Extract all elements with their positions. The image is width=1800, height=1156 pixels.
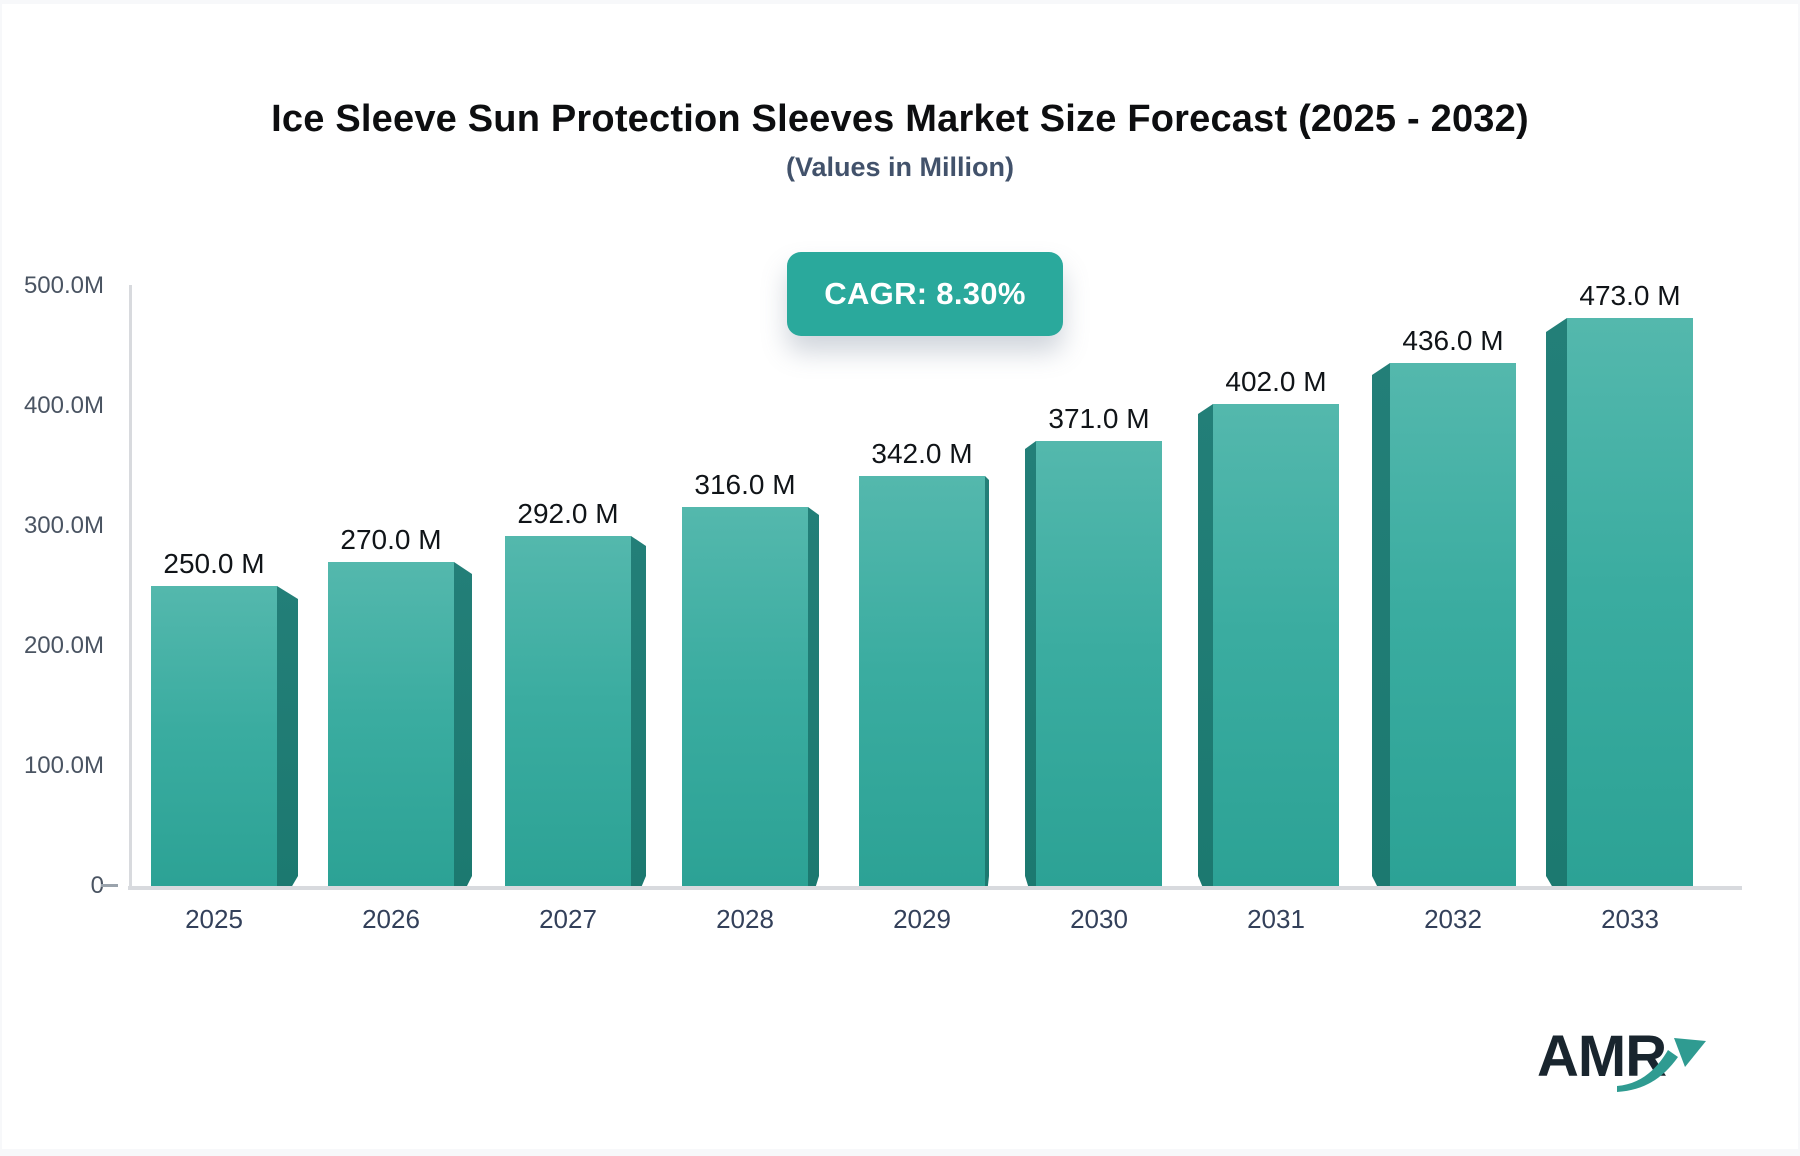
bar-front-face[interactable] — [682, 507, 808, 886]
bar-2027[interactable] — [505, 536, 646, 886]
bar-2030[interactable] — [1025, 441, 1162, 886]
amr-logo: AMR — [1537, 1028, 1717, 1108]
bar-side-face — [1372, 363, 1390, 886]
bar-front-face[interactable] — [1390, 363, 1516, 886]
bar-side-face — [985, 476, 989, 886]
y-axis-label: 500.0M — [23, 272, 104, 299]
bar-front-face[interactable] — [1036, 441, 1162, 886]
bar-2026[interactable] — [328, 562, 472, 886]
x-axis-label: 2030 — [1070, 904, 1128, 934]
bar-value-label: 402.0 M — [1225, 366, 1327, 397]
x-axis-line — [128, 886, 1742, 890]
y-axis-line — [129, 285, 132, 890]
chart-title: Ice Sleeve Sun Protection Sleeves Market… — [271, 98, 1529, 140]
x-axis-label: 2025 — [185, 904, 243, 934]
x-axis-label: 2028 — [716, 904, 774, 934]
bar-2028[interactable] — [682, 507, 819, 886]
bar-value-label: 473.0 M — [1579, 280, 1681, 311]
bar-front-face[interactable] — [151, 586, 277, 886]
bar-value-label: 250.0 M — [163, 548, 265, 579]
growth-arrow-icon — [1617, 1038, 1706, 1092]
bar-side-face — [454, 562, 472, 886]
y-axis-label: 0 — [90, 872, 104, 899]
y-axis-label: 300.0M — [23, 512, 104, 539]
chart-subtitle: (Values in Million) — [785, 152, 1015, 182]
y-axis-zero-tick — [101, 884, 118, 887]
bar-side-face — [277, 586, 298, 886]
y-axis-label: 200.0M — [23, 632, 104, 659]
bar-2032[interactable] — [1372, 363, 1516, 886]
x-axis-label: 2031 — [1247, 904, 1305, 934]
bar-value-label: 292.0 M — [517, 498, 619, 529]
bar-front-face[interactable] — [328, 562, 454, 886]
bar-2025[interactable] — [151, 586, 298, 886]
y-axis-label: 100.0M — [23, 752, 104, 779]
bar-value-label: 342.0 M — [871, 438, 973, 469]
bar-front-face[interactable] — [1567, 318, 1693, 886]
bar-value-label: 371.0 M — [1048, 403, 1150, 434]
bar-2029[interactable] — [859, 476, 989, 886]
bar-value-label: 316.0 M — [694, 469, 796, 500]
bar-side-face — [1198, 404, 1213, 886]
bar-front-face[interactable] — [1213, 404, 1339, 886]
x-axis-label: 2027 — [539, 904, 597, 934]
bar-side-face — [1025, 441, 1036, 886]
bar-side-face — [631, 536, 646, 886]
bar-value-label: 270.0 M — [340, 524, 442, 555]
x-axis-label: 2029 — [893, 904, 951, 934]
bar-front-face[interactable] — [859, 476, 985, 886]
bar-side-face — [808, 507, 819, 886]
x-axis-label: 2033 — [1601, 904, 1659, 934]
x-axis-label: 2026 — [362, 904, 420, 934]
bar-side-face — [1546, 318, 1567, 886]
cagr-badge: CAGR: 8.30% — [787, 252, 1063, 336]
x-axis-label: 2032 — [1424, 904, 1482, 934]
bar-value-label: 436.0 M — [1402, 325, 1504, 356]
bar-2031[interactable] — [1198, 404, 1339, 886]
y-axis-label: 400.0M — [23, 392, 104, 419]
bar-front-face[interactable] — [505, 536, 631, 886]
bar-2033[interactable] — [1546, 318, 1693, 886]
